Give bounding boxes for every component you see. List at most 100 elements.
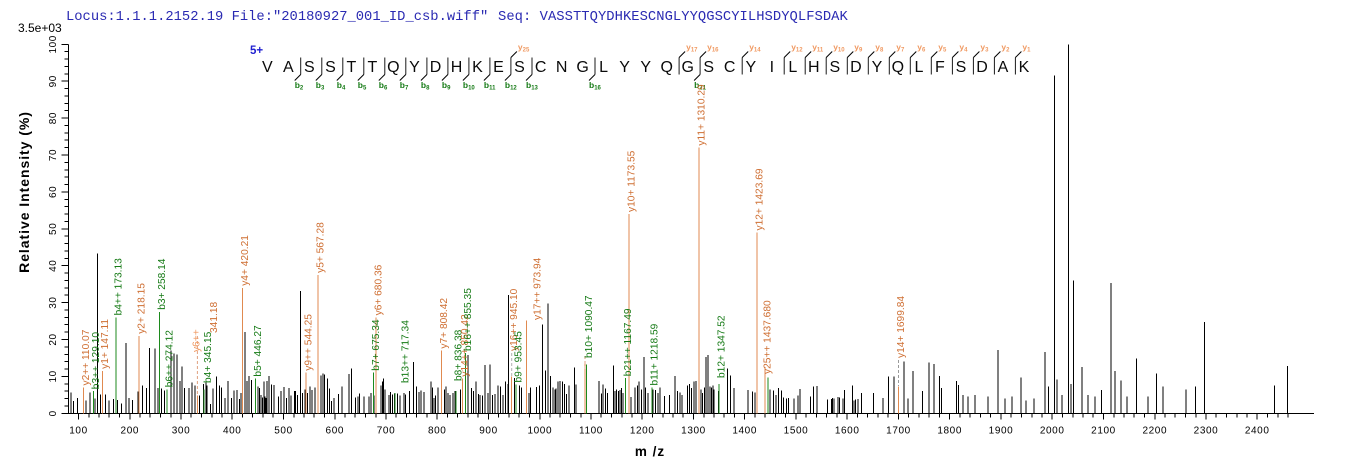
svg-text:b8: b8 <box>421 80 430 92</box>
svg-text:b6++ 274.12: b6++ 274.12 <box>165 330 176 388</box>
svg-text:100: 100 <box>48 35 59 54</box>
svg-text:y17++ 973.94: y17++ 973.94 <box>532 257 543 320</box>
svg-text:30: 30 <box>48 296 59 308</box>
svg-text:T: T <box>347 59 357 76</box>
svg-text:900: 900 <box>479 426 498 437</box>
svg-text:y4+ 420.21: y4+ 420.21 <box>240 235 251 286</box>
svg-text:y16: y16 <box>707 42 719 54</box>
svg-text:y6+ 680.36: y6+ 680.36 <box>374 264 385 315</box>
svg-text:Y: Y <box>619 59 630 76</box>
svg-text:b5+ 446.27: b5+ 446.27 <box>253 325 264 377</box>
svg-text:2100: 2100 <box>1091 426 1116 437</box>
svg-text:700: 700 <box>377 426 396 437</box>
svg-text:b7+ 675.34: b7+ 675.34 <box>371 319 382 371</box>
svg-text:100: 100 <box>69 426 88 437</box>
svg-text:y10+ 1173.55: y10+ 1173.55 <box>626 150 637 212</box>
svg-text:S: S <box>304 59 315 76</box>
svg-text:G: G <box>576 59 588 76</box>
svg-text:y12+ 1423.69: y12+ 1423.69 <box>755 168 766 230</box>
svg-text:C: C <box>724 59 736 76</box>
svg-text:b21++ 1167.49: b21++ 1167.49 <box>623 308 634 376</box>
svg-text:b16: b16 <box>589 80 602 92</box>
svg-text:y8: y8 <box>875 42 884 54</box>
svg-text:y16++ 945.10: y16++ 945.10 <box>509 288 520 351</box>
svg-text:Y: Y <box>745 59 756 76</box>
svg-text:y1+ 147.11: y1+ 147.11 <box>100 319 111 369</box>
svg-text:50: 50 <box>48 223 59 235</box>
svg-text:m /z: m /z <box>635 444 665 459</box>
svg-text:y6++: y6++ <box>192 329 203 352</box>
svg-text:b10: b10 <box>463 80 476 92</box>
svg-text:b3++ 129.10: b3++ 129.10 <box>91 332 102 390</box>
svg-text:600: 600 <box>326 426 345 437</box>
svg-text:300: 300 <box>172 426 191 437</box>
svg-text:y7: y7 <box>896 42 905 54</box>
svg-text:b11: b11 <box>484 80 496 92</box>
svg-text:b13++ 717.34: b13++ 717.34 <box>401 320 412 383</box>
svg-text:L: L <box>599 59 608 76</box>
svg-text:2000: 2000 <box>1040 426 1065 437</box>
svg-text:Q: Q <box>892 59 904 76</box>
svg-text:L: L <box>914 59 923 76</box>
svg-text:b9: b9 <box>442 80 451 92</box>
svg-text:S: S <box>325 59 336 76</box>
svg-text:y4: y4 <box>959 42 968 54</box>
svg-text:H: H <box>451 59 463 76</box>
svg-text:Y: Y <box>640 59 651 76</box>
svg-text:F: F <box>935 59 945 76</box>
svg-text:y2: y2 <box>1001 42 1010 54</box>
svg-text:1300: 1300 <box>681 426 706 437</box>
svg-text:1200: 1200 <box>630 426 655 437</box>
svg-text:D: D <box>976 59 988 76</box>
svg-text:2400: 2400 <box>1245 426 1270 437</box>
svg-text:b21: b21 <box>694 80 707 92</box>
svg-text:y6: y6 <box>917 42 926 54</box>
svg-text:b3+ 258.14: b3+ 258.14 <box>157 258 168 310</box>
svg-text:S: S <box>829 59 840 76</box>
svg-text:b4: b4 <box>337 80 346 92</box>
svg-text:y7+ 808.42: y7+ 808.42 <box>439 298 450 349</box>
svg-text:1900: 1900 <box>989 426 1014 437</box>
svg-text:Y: Y <box>409 59 420 76</box>
svg-text:I: I <box>770 59 774 76</box>
svg-text:1500: 1500 <box>784 426 809 437</box>
svg-text:T: T <box>368 59 378 76</box>
svg-text:y11+ 1310.29: y11+ 1310.29 <box>696 84 707 146</box>
svg-text:K: K <box>1019 59 1030 76</box>
svg-text:b3: b3 <box>316 80 325 92</box>
svg-text:40: 40 <box>48 260 59 272</box>
svg-text:E: E <box>493 59 504 76</box>
svg-text:y12: y12 <box>791 42 803 54</box>
svg-text:b7: b7 <box>400 80 409 92</box>
svg-text:b11+ 1218.59: b11+ 1218.59 <box>649 323 660 385</box>
svg-text:y25: y25 <box>518 42 530 54</box>
svg-text:y5+ 567.28: y5+ 567.28 <box>316 222 327 273</box>
svg-text:C: C <box>535 59 547 76</box>
svg-text:b4+ 345.15: b4+ 345.15 <box>203 331 214 383</box>
svg-text:y3: y3 <box>980 42 989 54</box>
svg-text:70: 70 <box>48 149 59 161</box>
svg-text:y1: y1 <box>1022 42 1031 54</box>
svg-text:y14++ 850.42: y14++ 850.42 <box>460 314 471 377</box>
svg-text:L: L <box>788 59 797 76</box>
svg-text:341.18: 341.18 <box>209 302 220 333</box>
svg-text:y14: y14 <box>749 42 761 54</box>
svg-text:b10+ 1090.47: b10+ 1090.47 <box>584 295 595 358</box>
svg-text:b12+ 1347.52: b12+ 1347.52 <box>717 315 728 378</box>
svg-text:K: K <box>472 59 483 76</box>
svg-text:1000: 1000 <box>527 426 552 437</box>
svg-text:Y: Y <box>872 59 883 76</box>
svg-text:Q: Q <box>387 59 399 76</box>
svg-text:y2+ 218.15: y2+ 218.15 <box>137 283 148 334</box>
svg-text:Locus:1.1.1.2152.19 File:"2018: Locus:1.1.1.2152.19 File:"20180927_001_I… <box>66 9 488 25</box>
svg-text:90: 90 <box>48 75 59 87</box>
svg-text:60: 60 <box>48 186 59 198</box>
svg-text:y25++ 1437.680: y25++ 1437.680 <box>763 300 774 374</box>
svg-text:S: S <box>703 59 714 76</box>
svg-text:5+: 5+ <box>250 45 263 57</box>
svg-text:b16++ 855.35: b16++ 855.35 <box>463 288 474 351</box>
svg-text:Relative Intensity (%): Relative Intensity (%) <box>16 111 32 273</box>
svg-text:200: 200 <box>121 426 140 437</box>
svg-text:1600: 1600 <box>835 426 860 437</box>
svg-text:y9: y9 <box>854 42 863 54</box>
